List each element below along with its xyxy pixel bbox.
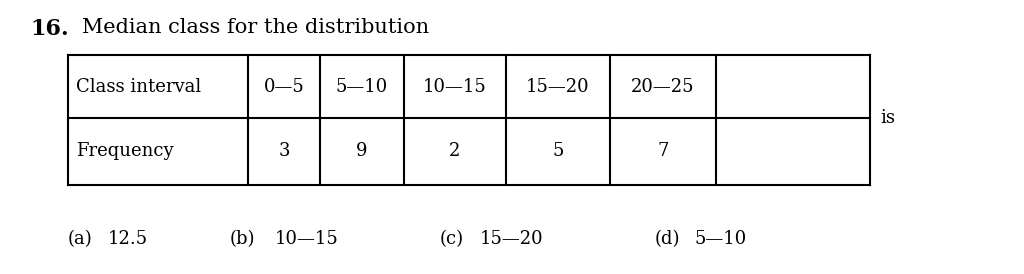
- Text: 10—15: 10—15: [275, 230, 339, 248]
- Text: 5: 5: [552, 142, 563, 161]
- Text: Median class for the distribution: Median class for the distribution: [82, 18, 429, 37]
- Text: 20—25: 20—25: [631, 78, 694, 96]
- Text: is: is: [880, 109, 895, 127]
- Text: (d): (d): [655, 230, 681, 248]
- Text: Frequency: Frequency: [76, 142, 174, 161]
- Text: (b): (b): [230, 230, 256, 248]
- Text: 12.5: 12.5: [108, 230, 148, 248]
- Text: (c): (c): [440, 230, 464, 248]
- Text: (a): (a): [68, 230, 93, 248]
- Text: 5—10: 5—10: [695, 230, 748, 248]
- Text: Class interval: Class interval: [76, 78, 202, 96]
- Text: 15—20: 15—20: [480, 230, 544, 248]
- Text: 0—5: 0—5: [263, 78, 304, 96]
- Text: 7: 7: [657, 142, 669, 161]
- Text: 15—20: 15—20: [526, 78, 590, 96]
- Text: 16.: 16.: [30, 18, 69, 40]
- Text: 9: 9: [356, 142, 368, 161]
- Text: 5—10: 5—10: [336, 78, 388, 96]
- Text: 10—15: 10—15: [423, 78, 486, 96]
- Text: 3: 3: [279, 142, 290, 161]
- Text: 2: 2: [450, 142, 461, 161]
